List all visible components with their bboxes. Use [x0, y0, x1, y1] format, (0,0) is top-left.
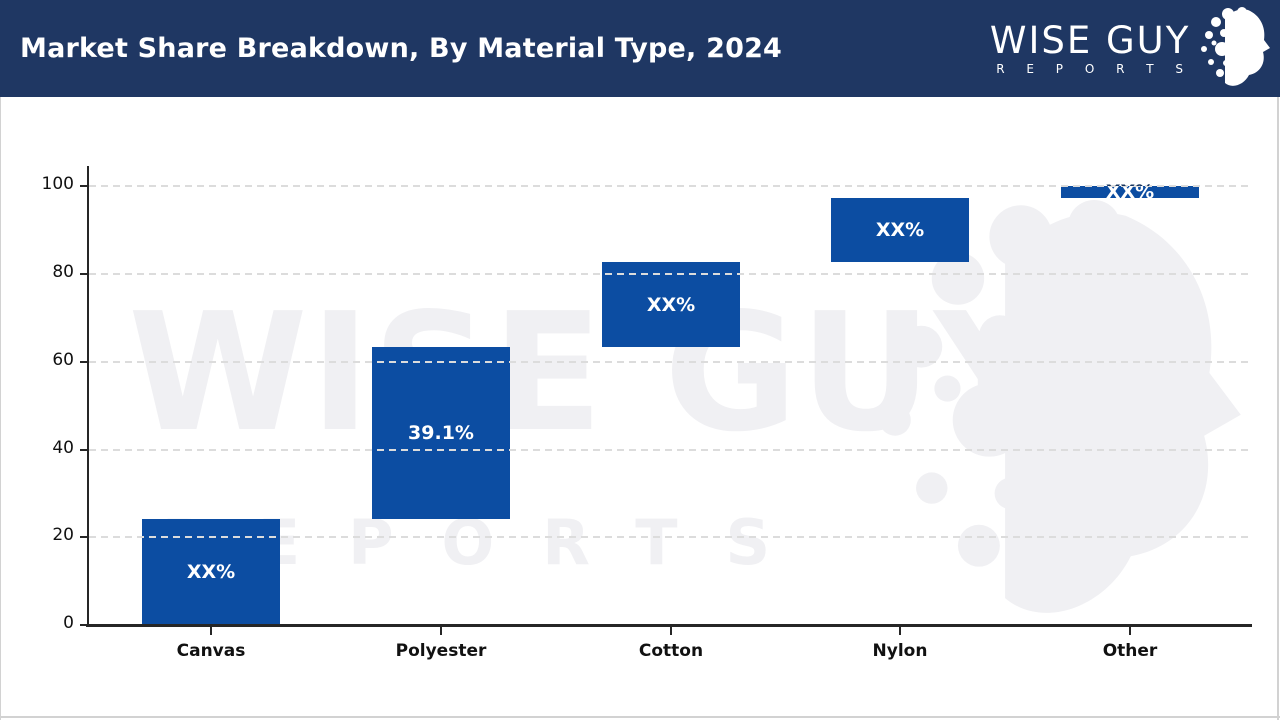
bar-canvas: XX% [142, 518, 280, 625]
y-axis-label-0: 0 [63, 613, 74, 633]
bar-label-cotton: XX% [646, 293, 696, 316]
y-tick-60 [80, 360, 89, 363]
x-axis-label-canvas: Canvas [176, 641, 246, 661]
bar-cotton: XX% [602, 261, 740, 348]
y-axis-label-100: 100 [41, 174, 74, 195]
gridline-40 [89, 448, 1252, 451]
x-tick-canvas [210, 627, 212, 635]
bottom-border [0, 716, 1280, 718]
y-axis-line [87, 166, 89, 627]
bar-other: XX% [1061, 186, 1199, 198]
wiseguy-logo: WISE GUY R E P O R T S [988, 6, 1270, 91]
y-tick-80 [80, 273, 89, 276]
x-tick-cotton [670, 627, 672, 635]
gridline-100 [89, 185, 1252, 188]
gridline-60 [89, 360, 1252, 363]
y-tick-100 [80, 185, 89, 188]
x-tick-other [1129, 627, 1131, 635]
gridline-80 [89, 273, 1252, 276]
bar-label-canvas: XX% [186, 560, 236, 583]
right-border [1277, 97, 1279, 720]
x-axis-label-cotton: Cotton [638, 641, 704, 661]
y-tick-0 [80, 624, 89, 626]
y-tick-40 [80, 448, 89, 451]
header-bar: Market Share Breakdown, By Material Type… [0, 0, 1280, 97]
gridline-20 [89, 536, 1252, 539]
watermark-face-icon [879, 200, 1241, 613]
y-axis-label-40: 40 [52, 437, 74, 458]
logo-wordmark: WISE GUY [989, 18, 1191, 62]
x-tick-polyester [440, 627, 442, 635]
bar-label-overflow-text-other: XX% [1061, 179, 1199, 186]
x-axis-label-other: Other [1102, 641, 1158, 661]
wiseguy-logo-text: WISE GUY R E P O R T S [988, 22, 1192, 76]
bar-polyester: 39.1% [372, 347, 510, 519]
y-axis-label-20: 20 [52, 525, 74, 546]
y-tick-20 [80, 536, 89, 539]
logo-subtitle: R E P O R T S [996, 61, 1192, 76]
left-border [0, 97, 1, 720]
bar-label-other: XX% [1105, 186, 1155, 198]
x-tick-nylon [899, 627, 901, 635]
x-axis-label-polyester: Polyester [395, 641, 487, 661]
x-axis-label-nylon: Nylon [872, 641, 928, 661]
y-axis-label-60: 60 [52, 349, 74, 370]
bar-nylon: XX% [831, 197, 969, 262]
page-title: Market Share Breakdown, By Material Type… [20, 33, 783, 64]
bar-label-overflow-other: XX% [1061, 179, 1199, 186]
y-axis-label-80: 80 [52, 262, 74, 283]
bar-label-nylon: XX% [875, 218, 925, 241]
wiseguy-face-icon [1201, 6, 1270, 86]
bar-label-polyester: 39.1% [408, 422, 474, 445]
x-axis-line [86, 624, 1252, 627]
